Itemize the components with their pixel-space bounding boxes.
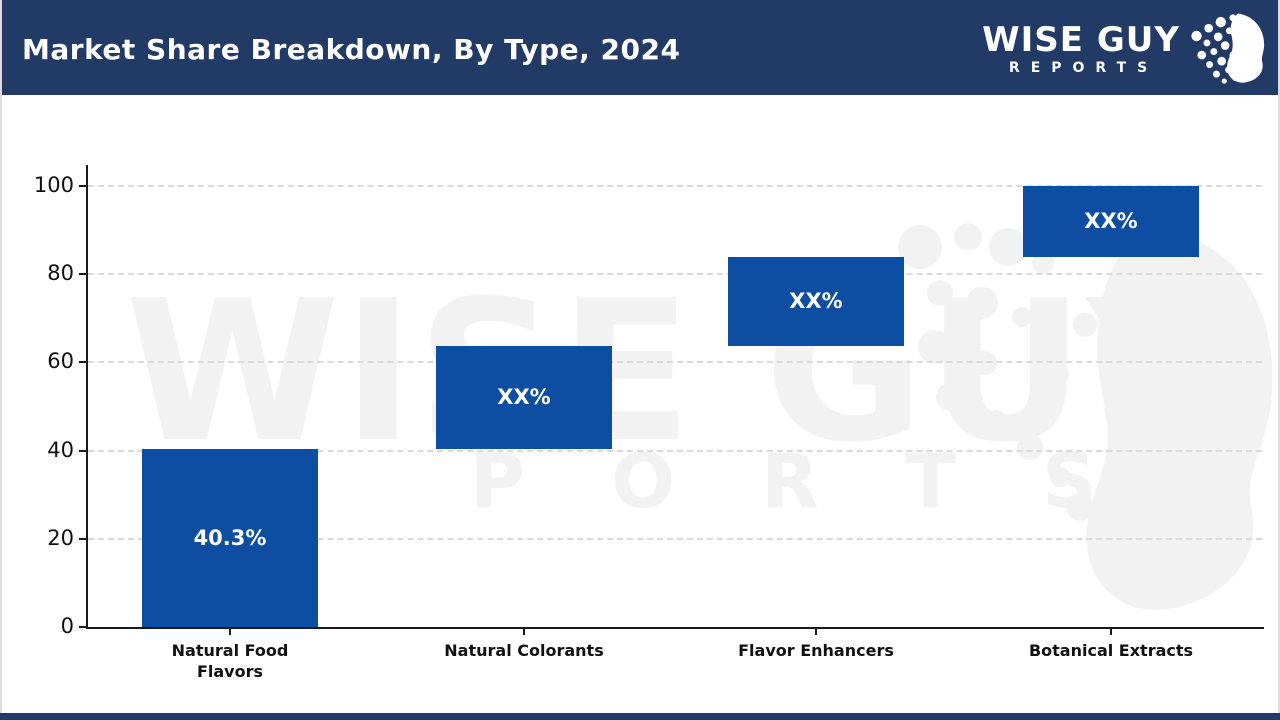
- x-category-label: Natural Colorants: [444, 641, 604, 660]
- logo-text: WISE GUY REPORTS: [982, 22, 1180, 76]
- gridline: [88, 185, 1262, 187]
- x-tick: [1110, 629, 1112, 635]
- bar-value-label: 40.3%: [193, 526, 267, 551]
- y-tick: [79, 185, 87, 187]
- x-tick: [815, 629, 817, 635]
- y-tick: [79, 537, 87, 540]
- y-tick-label: 0: [60, 614, 74, 638]
- y-tick: [79, 361, 87, 364]
- y-tick: [79, 626, 87, 628]
- x-tick: [523, 629, 525, 635]
- watermark-text-wiseguy: WISE GUY: [125, 258, 1230, 485]
- x-category-label: Flavor Enhancers: [738, 641, 894, 660]
- watermark-face-dots: [898, 223, 1273, 611]
- bar-value-label: XX%: [1084, 209, 1138, 234]
- bar-segment: XX%: [1023, 186, 1199, 257]
- wiseguy-logo: WISE GUY REPORTS: [982, 10, 1266, 88]
- y-tick-label: 80: [47, 261, 74, 286]
- footer-bar: [0, 713, 1280, 720]
- x-axis-line: [86, 627, 1264, 629]
- x-category-label: Botanical Extracts: [1028, 641, 1194, 660]
- logo-wordmark: WISE GUY: [982, 20, 1180, 60]
- bar-value-label: XX%: [497, 385, 551, 410]
- logo-subtext: REPORTS: [1008, 60, 1159, 76]
- y-tick-label: 100: [33, 173, 74, 197]
- bar-segment: XX%: [728, 256, 904, 346]
- watermark-text-reports: P O R T S: [470, 437, 1127, 525]
- gridline: [88, 449, 1262, 452]
- page-title: Market Share Breakdown, By Type, 2024: [22, 33, 681, 66]
- bar-value-label: XX%: [789, 289, 843, 314]
- y-tick-label: 60: [47, 349, 74, 374]
- header-bar: Market Share Breakdown, By Type, 2024 WI…: [0, 0, 1280, 95]
- wiseguy-face-icon: [1191, 13, 1265, 84]
- y-tick-label: 40: [47, 437, 74, 462]
- y-tick: [79, 273, 87, 276]
- y-tick-label: 20: [47, 525, 74, 550]
- bar-segment: 40.3%: [142, 449, 318, 627]
- bar-segment: XX%: [436, 345, 612, 450]
- y-axis-line: [86, 165, 88, 629]
- gridline: [88, 361, 1262, 364]
- gridline: [88, 273, 1262, 276]
- gridline: [88, 537, 1262, 540]
- x-tick: [229, 629, 231, 635]
- y-tick: [79, 449, 87, 452]
- x-category-label: Natural Food Flavors: [171, 641, 289, 681]
